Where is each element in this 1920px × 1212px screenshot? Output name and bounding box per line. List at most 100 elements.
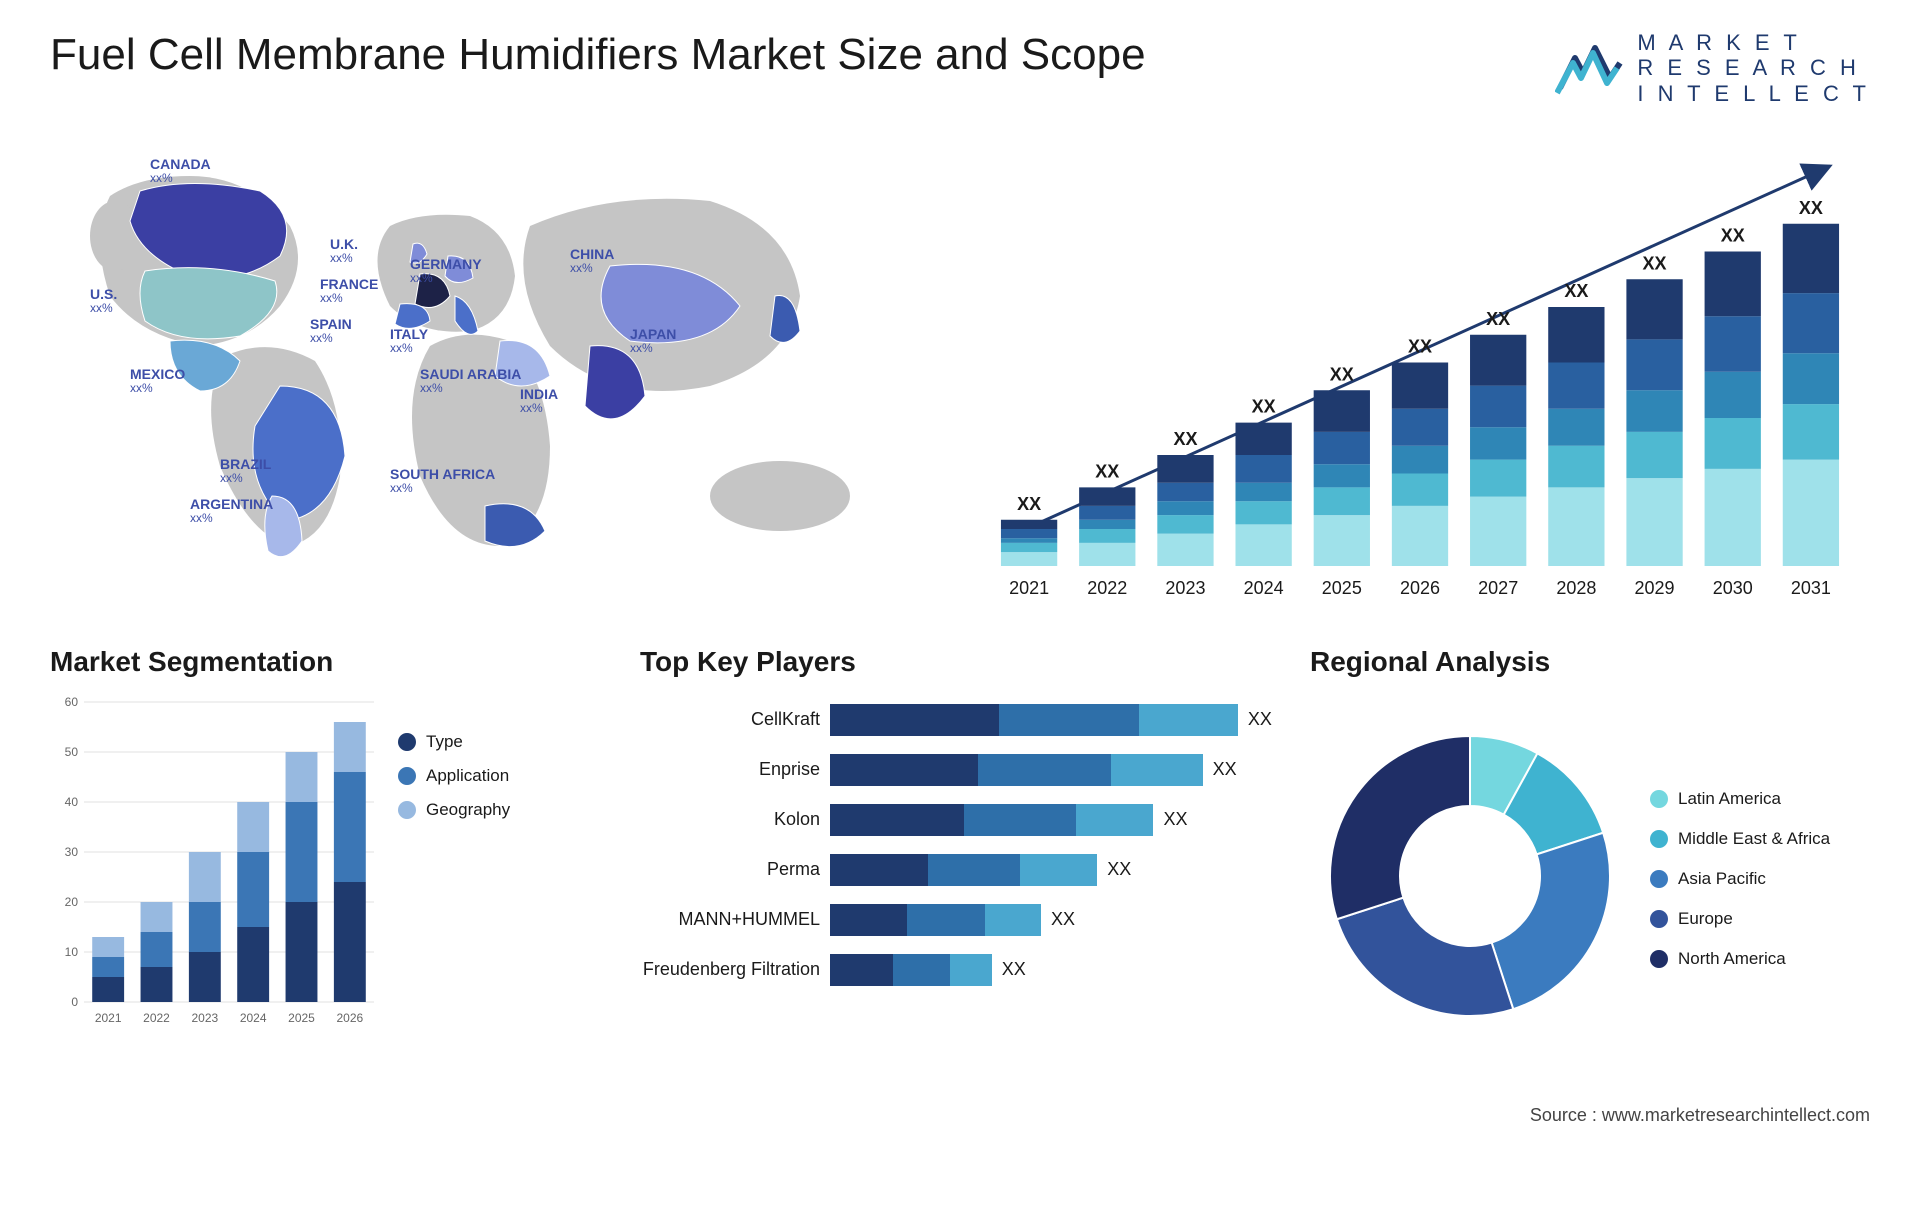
country-label-france: FRANCExx% [320,276,378,306]
region-legend-item: Middle East & Africa [1650,829,1830,849]
svg-text:XX: XX [1173,429,1197,449]
svg-text:XX: XX [1408,336,1432,356]
source-text: Source : www.marketresearchintellect.com [1530,1105,1870,1126]
svg-text:2021: 2021 [1009,578,1049,598]
player-value: XX [1107,859,1131,880]
svg-text:XX: XX [1095,461,1119,481]
svg-text:50: 50 [65,745,79,759]
page-title: Fuel Cell Membrane Humidifiers Market Si… [50,30,1146,80]
country-label-japan: JAPANxx% [630,326,676,356]
svg-text:XX: XX [1721,225,1745,245]
players-title: Top Key Players [640,646,1280,678]
country-label-china: CHINAxx% [570,246,614,276]
player-bar: XX [830,804,1280,836]
country-label-india: INDIAxx% [520,386,558,416]
player-bar: XX [830,754,1280,786]
seg-legend-type: Type [398,732,510,752]
svg-text:2024: 2024 [1244,578,1284,598]
world-map-panel: CANADAxx% U.S.xx% MEXICOxx% BRAZILxx% ARGENT… [50,136,930,616]
logo: M A R K E T R E S E A R C H I N T E L L … [1555,30,1870,106]
player-name: Kolon [640,809,820,830]
segmentation-chart: 0 10 20 30 40 50 60 2021 2022 2023 2024 2025 2026 [50,692,380,1212]
seg-legend-geography: Geography [398,800,510,820]
region-legend: Latin America Middle East & Africa Asia Pa… [1650,789,1830,969]
svg-text:40: 40 [65,795,79,809]
segmentation-title: Market Segmentation [50,646,610,678]
player-bar: XX [830,904,1280,936]
logo-line2: R E S E A R C H [1637,55,1870,80]
seg-legend-application: Application [398,766,510,786]
svg-text:0: 0 [71,995,78,1009]
players-chart: CellKraftXXEnpriseXXKolonXXPermaXXMANN+H… [640,692,1280,990]
player-name: MANN+HUMMEL [640,909,820,930]
svg-text:2029: 2029 [1635,578,1675,598]
svg-text:2027: 2027 [1478,578,1518,598]
player-value: XX [1248,709,1272,730]
region-legend-item: Europe [1650,909,1830,929]
country-label-canada: CANADAxx% [150,156,211,186]
country-label-germany: GERMANYxx% [410,256,482,286]
country-label-argentina: ARGENTINAxx% [190,496,273,526]
player-bar: XX [830,954,1280,986]
country-label-mexico: MEXICOxx% [130,366,185,396]
player-value: XX [1051,909,1075,930]
player-value: XX [1213,759,1237,780]
player-row: Kolon XX [640,800,1280,840]
svg-text:2024: 2024 [240,1011,267,1025]
regions-title: Regional Analysis [1310,646,1870,678]
player-row: MANN+HUMMEL XX [640,900,1280,940]
svg-text:XX: XX [1252,397,1276,417]
segmentation-legend: Type Application Geography [398,692,510,1212]
logo-line1: M A R K E T [1637,30,1870,55]
country-label-spain: SPAINxx% [310,316,352,346]
player-name: Perma [640,859,820,880]
svg-text:2021: 2021 [95,1011,122,1025]
player-value: XX [1163,809,1187,830]
player-name: CellKraft [640,709,820,730]
player-name: Enprise [640,759,820,780]
svg-text:2028: 2028 [1556,578,1596,598]
main-bar-chart: XX 2021 XX 2022 XX 2023 XX 2024 XX 2025 XX 2026 XX 20… [970,136,1870,616]
svg-text:2025: 2025 [288,1011,315,1025]
svg-text:2026: 2026 [336,1011,363,1025]
player-bar: XX [830,704,1280,736]
country-label-u-k-: U.K.xx% [330,236,358,266]
svg-text:30: 30 [65,845,79,859]
svg-text:60: 60 [65,695,79,709]
region-legend-item: Latin America [1650,789,1830,809]
country-label-saudi-arabia: SAUDI ARABIAxx% [420,366,521,396]
svg-text:XX: XX [1330,364,1354,384]
svg-text:XX: XX [1643,253,1667,273]
player-name: Freudenberg Filtration [640,959,820,980]
player-row: Freudenberg Filtration XX [640,950,1280,990]
player-row: Enprise XX [640,750,1280,790]
svg-text:20: 20 [65,895,79,909]
svg-text:XX: XX [1017,494,1041,514]
player-row: Perma XX [640,850,1280,890]
region-legend-item: North America [1650,949,1830,969]
player-bar: XX [830,854,1280,886]
svg-text:10: 10 [65,945,79,959]
svg-text:2023: 2023 [1165,578,1205,598]
svg-text:2030: 2030 [1713,578,1753,598]
player-row: CellKraft XX [640,700,1280,740]
svg-text:XX: XX [1486,309,1510,329]
svg-text:2022: 2022 [143,1011,170,1025]
svg-text:XX: XX [1564,281,1588,301]
player-value: XX [1002,959,1026,980]
country-label-u-s-: U.S.xx% [90,286,117,316]
svg-text:2022: 2022 [1087,578,1127,598]
region-legend-item: Asia Pacific [1650,869,1830,889]
svg-text:2025: 2025 [1322,578,1362,598]
world-map [50,136,930,576]
country-label-brazil: BRAZILxx% [220,456,271,486]
svg-text:2026: 2026 [1400,578,1440,598]
svg-text:2023: 2023 [191,1011,218,1025]
svg-text:2031: 2031 [1791,578,1831,598]
logo-line3: I N T E L L E C T [1637,81,1870,106]
region-donut [1310,716,1630,1041]
svg-text:XX: XX [1799,198,1823,218]
country-label-italy: ITALYxx% [390,326,428,356]
logo-icon [1555,38,1625,98]
country-label-south-africa: SOUTH AFRICAxx% [390,466,495,496]
